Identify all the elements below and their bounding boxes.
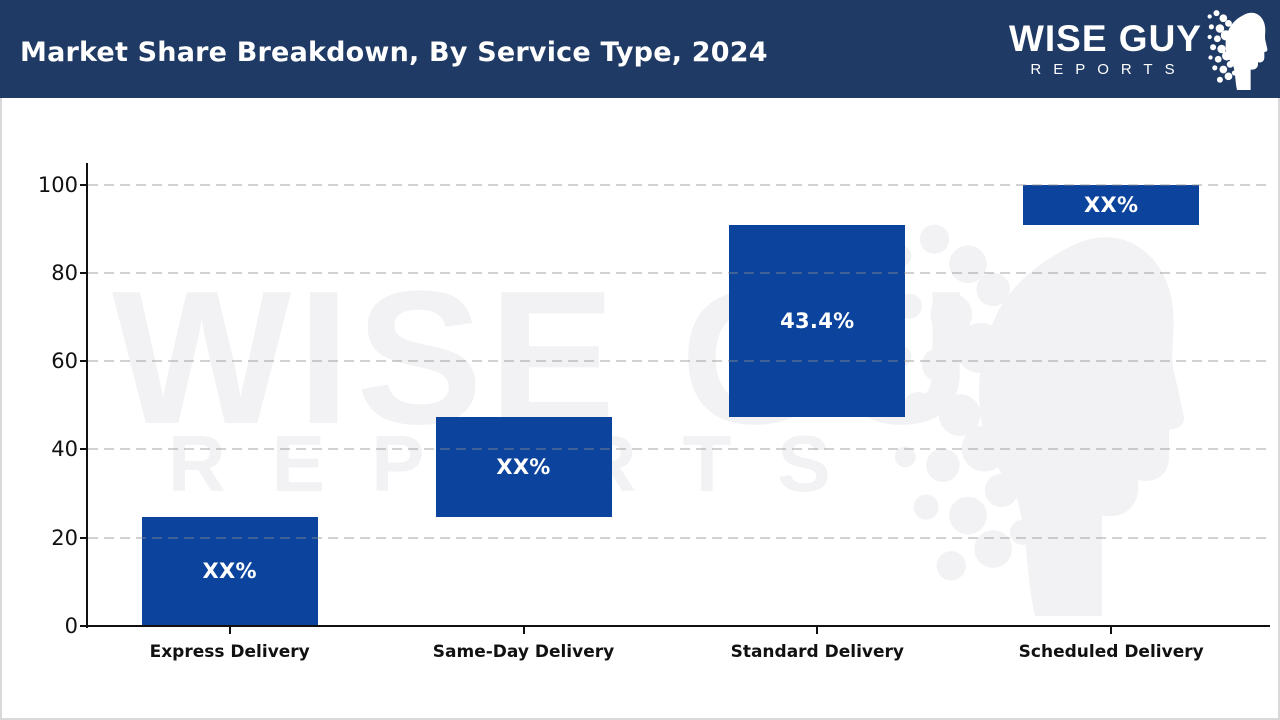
y-tick [80, 183, 87, 186]
y-tick [80, 360, 87, 363]
logo-wise-guy-label: WISE GUY [1008, 18, 1202, 60]
y-tick [80, 271, 87, 274]
gridline-20 [88, 536, 1270, 539]
gridline-80 [88, 271, 1270, 274]
x-axis-spine [86, 625, 1270, 627]
y-tick-label: 40 [51, 437, 78, 462]
y-axis-spine [86, 163, 88, 628]
watermark-head-icon [884, 214, 1186, 616]
header-band: Market Share Breakdown, By Service Type,… [0, 0, 1280, 98]
y-tick-label: 60 [51, 349, 78, 374]
bar-value-label: 43.4% [780, 309, 855, 334]
gridline-100 [88, 183, 1270, 186]
y-tick [80, 625, 87, 627]
logo-reports-label: REPORTS [1030, 60, 1187, 78]
chart-title: Market Share Breakdown, By Service Type,… [20, 36, 768, 68]
y-tick-label: 20 [51, 525, 78, 550]
bar-express-delivery: XX% [141, 516, 318, 626]
y-tick-label: 0 [64, 614, 78, 638]
bar-value-label: XX% [496, 454, 551, 479]
x-category-label: Same-Day Delivery [432, 642, 615, 662]
bar-same-day-delivery: XX% [435, 416, 612, 517]
wiseguy-logo-text: WISE GUY REPORTS [1008, 18, 1202, 78]
x-category-label: Express Delivery [149, 642, 310, 662]
bar-value-label: XX% [202, 559, 257, 584]
x-tick [228, 627, 231, 634]
x-tick [1110, 627, 1113, 634]
gridline-40 [88, 448, 1270, 451]
wiseguy-logo: WISE GUY REPORTS [1009, 4, 1268, 94]
bar-standard-delivery: 43.4% [729, 225, 906, 417]
x-category-label: Scheduled Delivery [1018, 642, 1204, 662]
y-tick [80, 448, 87, 451]
x-category-label: Standard Delivery [730, 642, 905, 662]
bar-value-label: XX% [1084, 192, 1139, 217]
x-tick [816, 627, 819, 634]
y-tick-label: 100 [37, 172, 78, 197]
wiseguy-head-icon [1206, 8, 1268, 90]
y-tick [80, 536, 87, 539]
y-tick-label: 80 [51, 260, 78, 285]
x-tick [522, 627, 525, 634]
gridline-60 [88, 360, 1270, 363]
bar-scheduled-delivery: XX% [1023, 184, 1200, 226]
